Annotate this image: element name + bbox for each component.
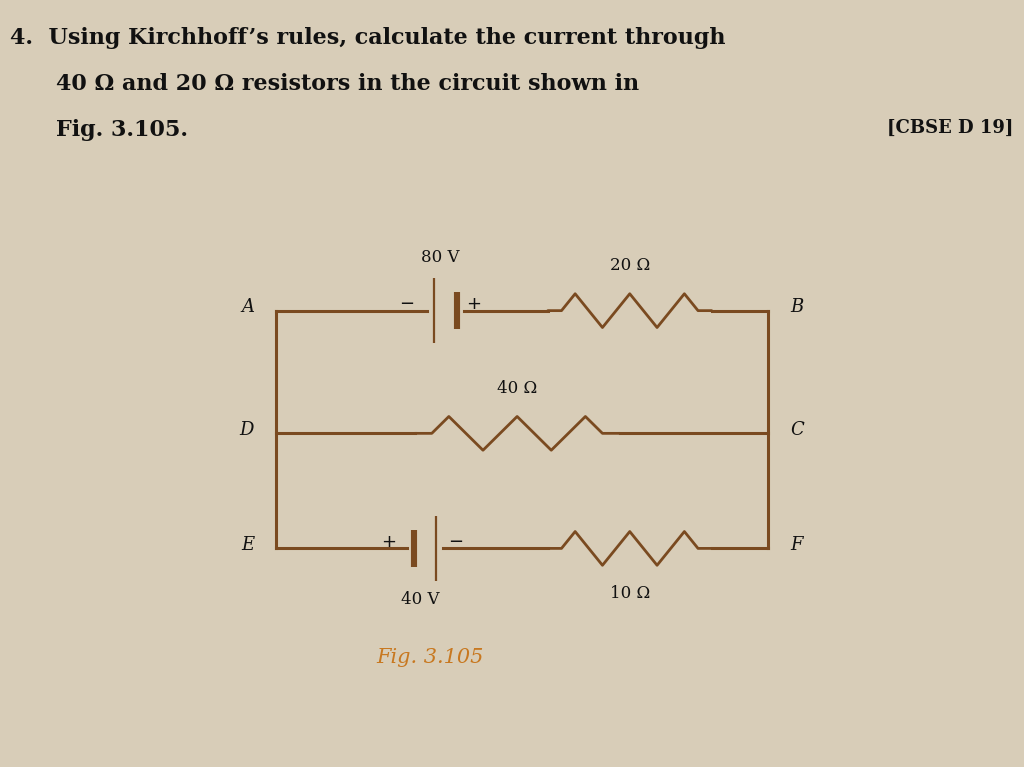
Text: 40 V: 40 V xyxy=(400,591,439,607)
Text: B: B xyxy=(791,298,804,316)
Text: Fig. 3.105: Fig. 3.105 xyxy=(377,648,483,667)
Text: +: + xyxy=(382,533,396,551)
Text: 20 Ω: 20 Ω xyxy=(609,257,650,274)
Text: Fig. 3.105.: Fig. 3.105. xyxy=(56,119,188,141)
Text: A: A xyxy=(241,298,254,316)
Text: 4.  Using Kirchhoff’s rules, calculate the current through: 4. Using Kirchhoff’s rules, calculate th… xyxy=(10,27,726,49)
Text: 40 Ω: 40 Ω xyxy=(497,380,538,397)
Text: 40 Ω and 20 Ω resistors in the circuit shown in: 40 Ω and 20 Ω resistors in the circuit s… xyxy=(56,73,639,95)
Text: F: F xyxy=(791,535,803,554)
Text: D: D xyxy=(240,420,254,439)
Text: C: C xyxy=(791,420,804,439)
Text: 10 Ω: 10 Ω xyxy=(609,585,650,602)
Text: 80 V: 80 V xyxy=(421,249,460,266)
Text: −: − xyxy=(449,533,463,551)
Text: −: − xyxy=(399,295,414,314)
Text: +: + xyxy=(467,295,481,314)
Text: E: E xyxy=(241,535,254,554)
Text: [CBSE D 19]: [CBSE D 19] xyxy=(888,119,1014,137)
